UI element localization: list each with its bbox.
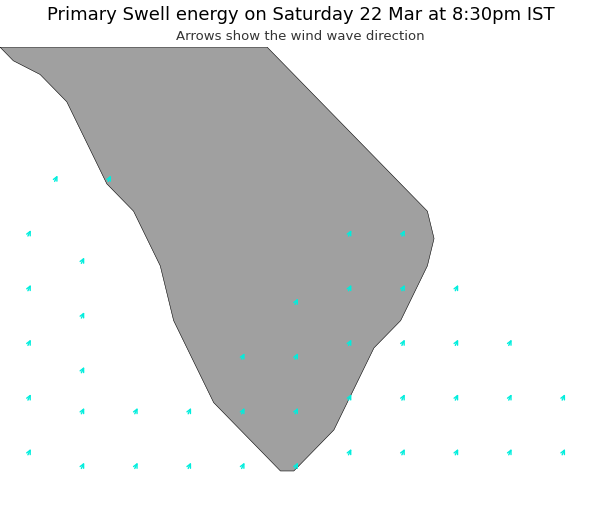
Text: Arrows show the wind wave direction: Arrows show the wind wave direction [176, 30, 425, 43]
Text: Primary Swell energy on Saturday 22 Mar at 8:30pm IST: Primary Swell energy on Saturday 22 Mar … [47, 6, 554, 24]
Polygon shape [0, 47, 434, 471]
